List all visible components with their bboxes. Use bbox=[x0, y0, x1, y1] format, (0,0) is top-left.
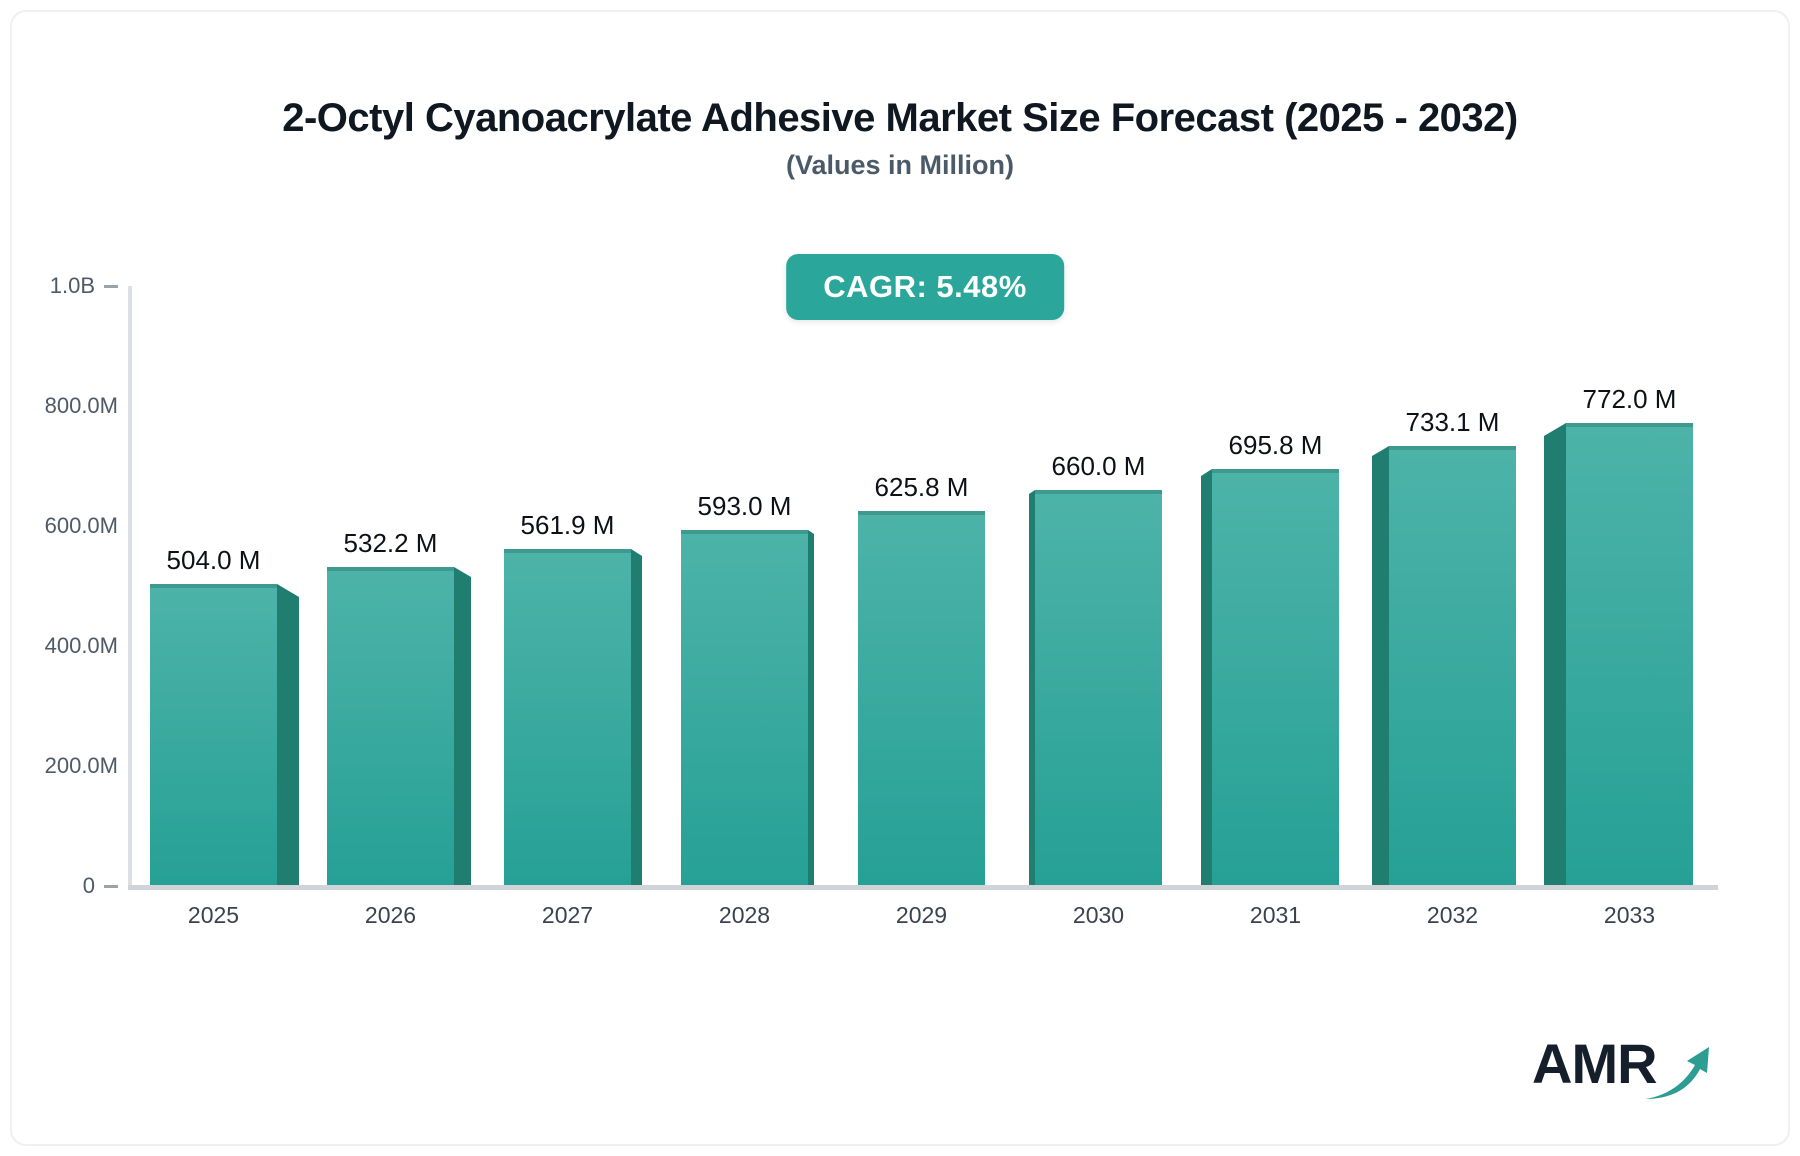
bar-value-label: 772.0 M bbox=[1582, 384, 1677, 414]
bar-side-shadow bbox=[1372, 446, 1389, 886]
bar-side-shadow bbox=[1544, 423, 1566, 886]
bar-face bbox=[1035, 490, 1162, 886]
x-axis-label: 2029 bbox=[895, 902, 948, 928]
bar-2027: 561.9 M 2027 bbox=[504, 510, 642, 928]
bar-2030: 660.0 M 2030 bbox=[1029, 451, 1162, 928]
bar-value-label: 532.2 M bbox=[343, 528, 438, 558]
bar-2026: 532.2 M 2026 bbox=[327, 528, 471, 928]
bar-value-label: 660.0 M bbox=[1051, 451, 1146, 481]
bar-face bbox=[504, 549, 631, 886]
x-axis-label: 2032 bbox=[1426, 902, 1479, 928]
bar-value-label: 504.0 M bbox=[166, 545, 261, 575]
y-tick-label: 400.0M bbox=[44, 633, 118, 658]
bar-face bbox=[1212, 469, 1339, 886]
bar-face bbox=[150, 584, 277, 886]
x-axis-line bbox=[128, 885, 1718, 890]
y-tick-label: 0 bbox=[0, 873, 118, 899]
y-tick-label: 800.0M bbox=[44, 393, 118, 418]
chart-subtitle: (Values in Million) bbox=[785, 150, 1015, 180]
bar-side-shadow bbox=[277, 584, 299, 886]
bar-side-shadow bbox=[808, 530, 814, 886]
bar-2033: 772.0 M 2033 bbox=[1544, 384, 1693, 928]
bar-side-shadow bbox=[454, 567, 471, 886]
bar-face bbox=[1389, 446, 1516, 886]
y-tick-dash bbox=[104, 284, 118, 288]
x-axis-label: 2027 bbox=[541, 902, 594, 928]
x-axis-label: 2025 bbox=[187, 902, 240, 928]
bar-2028: 593.0 M 2028 bbox=[681, 491, 814, 928]
bar-face bbox=[327, 567, 454, 886]
y-tick-label: 200.0M bbox=[44, 753, 118, 778]
bar-2029: 625.8 M 2029 bbox=[858, 472, 985, 928]
x-axis-label: 2031 bbox=[1249, 902, 1302, 928]
bar-side-shadow bbox=[1029, 490, 1035, 886]
bar-2025: 504.0 M 2025 bbox=[150, 545, 299, 928]
x-axis-label: 2030 bbox=[1072, 902, 1125, 928]
bar-face bbox=[681, 530, 808, 886]
chart-title: 2-Octyl Cyanoacrylate Adhesive Market Si… bbox=[282, 96, 1518, 140]
y-tick-label: 1.0B bbox=[0, 273, 118, 299]
logo-text: AMR bbox=[1532, 1032, 1658, 1095]
y-axis-line bbox=[128, 286, 132, 887]
bar-2032: 733.1 M 2032 bbox=[1372, 407, 1516, 928]
bar-value-label: 561.9 M bbox=[520, 510, 615, 540]
bar-face bbox=[858, 511, 985, 886]
bar-value-label: 593.0 M bbox=[697, 491, 792, 521]
x-axis-label: 2028 bbox=[718, 902, 771, 928]
y-tick-dash bbox=[104, 884, 118, 888]
cagr-badge: CAGR: 5.48% bbox=[786, 254, 1064, 320]
x-axis-label: 2026 bbox=[364, 902, 417, 928]
bar-2031: 695.8 M 2031 bbox=[1201, 430, 1339, 928]
logo-arrow-icon bbox=[1644, 1047, 1709, 1099]
y-tick-label: 600.0M bbox=[44, 513, 118, 538]
bar-side-shadow bbox=[1201, 469, 1212, 886]
bar-value-label: 695.8 M bbox=[1228, 430, 1323, 460]
bar-face bbox=[1566, 423, 1693, 886]
bar-value-label: 733.1 M bbox=[1405, 407, 1500, 437]
bar-side-shadow bbox=[631, 549, 642, 886]
bar-value-label: 625.8 M bbox=[874, 472, 969, 502]
amr-logo: AMR bbox=[1532, 1034, 1711, 1102]
x-axis-label: 2033 bbox=[1603, 902, 1656, 928]
